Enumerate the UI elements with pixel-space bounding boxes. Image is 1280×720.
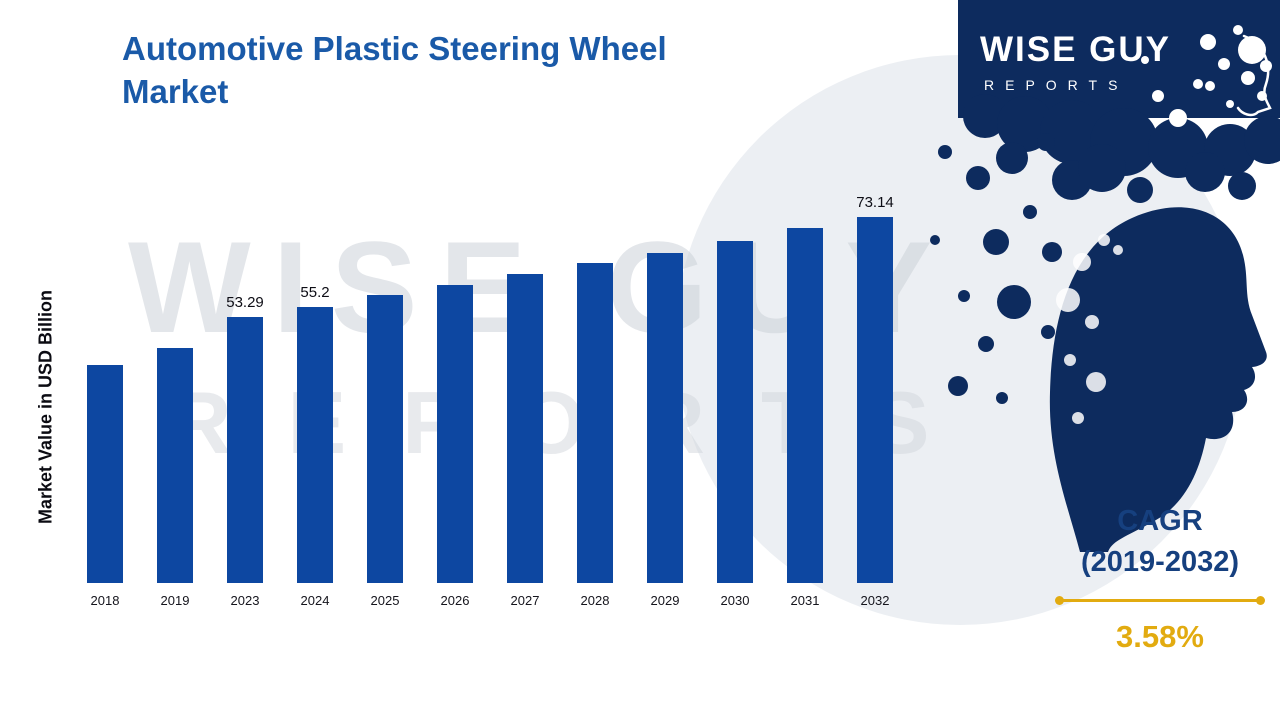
bar-column: 2031 [770,183,840,608]
cagr-range: (2019-2032) [1081,546,1239,578]
x-axis-tick: 2030 [720,593,750,608]
bar-column: 73.14 2032 [840,183,910,608]
x-axis-tick: 2025 [370,593,400,608]
bar-2024 [297,307,333,583]
bar-2025 [367,295,403,583]
brain-dots-pattern [1056,234,1123,424]
bar-column: 2018 [70,183,140,608]
cagr-value: 3.58% [1116,619,1204,654]
bar-column: 2027 [490,183,560,608]
logo: WISE GUY REPORTS [980,30,1171,93]
bar-column: 2026 [420,183,490,608]
x-axis-tick: 2027 [510,593,540,608]
x-axis-tick: 2028 [580,593,610,608]
cagr-block: CAGR (2019-2032) 3.58% [1040,505,1280,655]
bar-2018 [87,364,123,583]
bar-2029 [647,252,683,583]
dots-pattern [930,133,1153,404]
cagr-label: CAGR [1117,505,1203,537]
logo-wordmark: WISE GUY [980,30,1172,69]
divider-left-dot [1055,596,1064,605]
bar-2032 [857,217,893,583]
x-axis-tick: 2019 [160,593,190,608]
x-axis-tick: 2032 [860,593,890,608]
y-axis-label: Market Value in USD Billion [35,289,56,525]
bar-value-label: 73.14 [856,194,894,212]
cagr-divider [1055,596,1265,605]
bar-column: 2019 [140,183,210,608]
bar-2027 [507,273,543,583]
head-profile-silhouette [1049,207,1267,552]
x-axis-tick: 2031 [790,593,820,608]
logo-head-icon [1141,25,1272,127]
bar-2031 [787,228,823,583]
plot-area: 2018 2019 53.29 2023 55.2 2024 2025 2026 2027 202… [70,183,910,608]
bar-2023 [227,316,263,583]
bar-column: 2030 [700,183,770,608]
bar-value-label: 55.2 [300,284,330,301]
bar-2019 [157,347,193,583]
bar-2028 [577,263,613,583]
bar-2030 [717,240,753,583]
x-axis-tick: 2024 [300,593,330,608]
bar-column: 53.29 2023 [210,183,280,608]
bar-column: 2029 [630,183,700,608]
bar-column: 2028 [560,183,630,608]
x-axis-tick: 2026 [440,593,470,608]
bar-column: 2025 [350,183,420,608]
x-axis-tick: 2018 [90,593,120,608]
bar-value-label: 53.29 [226,293,264,311]
divider-right-dot [1256,596,1265,605]
x-axis-tick: 2023 [230,593,260,608]
bar-column: 55.2 2024 [280,183,350,608]
x-axis-tick: 2029 [650,593,680,608]
logo-subtitle: REPORTS [984,77,1129,93]
bar-2026 [437,284,473,583]
page-title: Automotive Plastic Steering Wheel Market [122,30,667,110]
